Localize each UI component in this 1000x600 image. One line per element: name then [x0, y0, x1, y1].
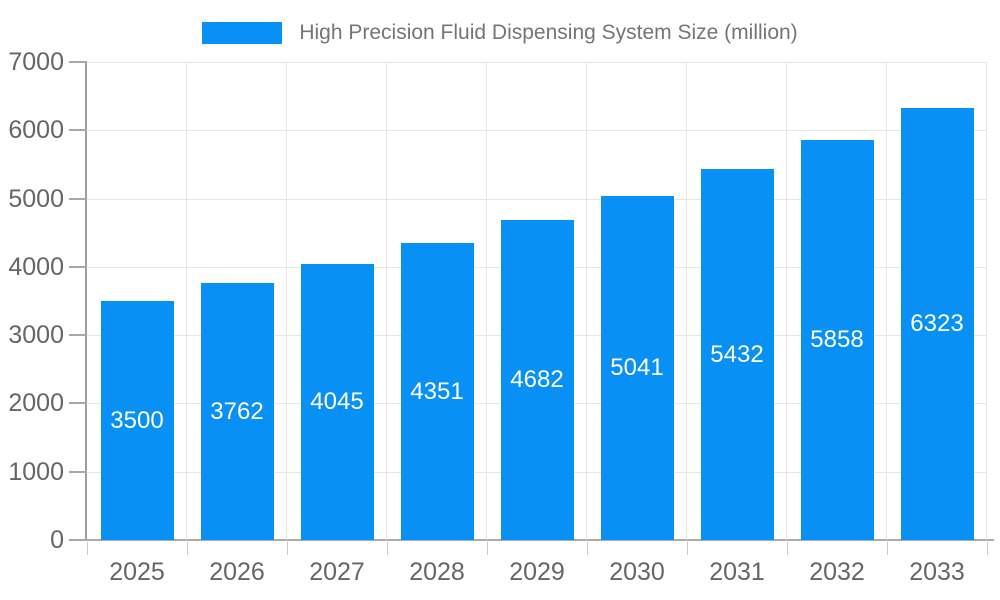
y-axis-tick — [69, 402, 87, 405]
bar[interactable]: 4682 — [500, 220, 574, 540]
x-tick-label: 2028 — [409, 558, 465, 586]
x-tick-label: 2025 — [109, 558, 165, 586]
x-tick-label: 2027 — [309, 558, 365, 586]
bar-value-label: 4045 — [310, 388, 364, 415]
bar[interactable]: 5858 — [800, 140, 874, 540]
bar[interactable]: 5041 — [600, 196, 674, 540]
bar[interactable]: 3500 — [100, 301, 174, 540]
x-axis-tick — [487, 542, 488, 555]
x-tick-label: 2030 — [609, 558, 665, 586]
bar[interactable]: 6323 — [900, 108, 974, 540]
x-axis-tick — [387, 542, 388, 555]
vertical-gridline — [786, 62, 787, 540]
bar-value-label: 4682 — [510, 366, 564, 393]
bar[interactable]: 4045 — [300, 264, 374, 540]
vertical-gridline — [886, 62, 887, 540]
x-axis-tick — [287, 542, 288, 555]
y-axis-tick — [69, 129, 87, 132]
vertical-gridline — [986, 62, 987, 540]
y-tick-label: 3000 — [8, 321, 64, 350]
horizontal-gridline — [87, 62, 987, 63]
bar[interactable]: 4351 — [400, 243, 474, 540]
x-tick-label: 2029 — [509, 558, 565, 586]
bar-value-label: 5041 — [610, 354, 664, 381]
x-tick-label: 2031 — [709, 558, 765, 586]
vertical-gridline — [286, 62, 287, 540]
vertical-gridline — [586, 62, 587, 540]
x-axis-tick — [587, 542, 588, 555]
y-axis-tick — [69, 334, 87, 337]
bar[interactable]: 3762 — [200, 283, 274, 540]
chart-legend[interactable]: High Precision Fluid Dispensing System S… — [0, 20, 1000, 46]
y-axis-tick — [69, 539, 87, 541]
vertical-gridline — [386, 62, 387, 540]
y-axis-tick — [69, 265, 87, 268]
x-tick-label: 2032 — [809, 558, 865, 586]
bar-value-label: 5432 — [710, 340, 764, 368]
y-tick-label: 5000 — [8, 184, 64, 213]
legend-label: High Precision Fluid Dispensing System S… — [299, 21, 798, 44]
vertical-gridline — [186, 62, 187, 540]
bar-value-label: 3500 — [110, 406, 164, 434]
horizontal-gridline — [87, 198, 987, 200]
bar[interactable]: 5432 — [700, 169, 774, 540]
bar-value-label: 5858 — [810, 326, 864, 353]
x-axis-tick — [987, 542, 988, 555]
x-axis-tick — [687, 542, 688, 555]
y-axis-tick — [69, 61, 87, 63]
x-axis-tick — [787, 542, 788, 555]
y-axis-tick — [69, 470, 87, 473]
y-tick-label: 2000 — [8, 389, 64, 418]
x-axis-tick — [87, 542, 88, 555]
plot-area: 3500 3762 4045 4351 4682 5041 5432 5858 6323 — [87, 62, 987, 540]
bar-value-label: 4351 — [410, 377, 464, 405]
y-tick-label: 6000 — [8, 116, 64, 145]
x-axis-line — [85, 539, 994, 541]
x-axis-tick — [187, 542, 188, 555]
vertical-gridline — [486, 62, 487, 540]
y-axis-line — [85, 62, 87, 541]
x-axis-tick — [887, 542, 888, 555]
x-tick-label: 2033 — [909, 558, 965, 586]
y-tick-label: 4000 — [8, 252, 64, 281]
horizontal-gridline — [87, 130, 987, 132]
bar-value-label: 6323 — [910, 310, 964, 337]
y-tick-label: 1000 — [8, 457, 64, 486]
bar-value-label: 3762 — [210, 397, 264, 425]
legend-swatch[interactable] — [202, 22, 283, 44]
y-tick-label: 0 — [50, 526, 64, 554]
x-tick-label: 2026 — [209, 558, 265, 586]
vertical-gridline — [686, 62, 687, 540]
y-axis-tick — [69, 197, 87, 200]
y-tick-label: 7000 — [8, 48, 64, 76]
